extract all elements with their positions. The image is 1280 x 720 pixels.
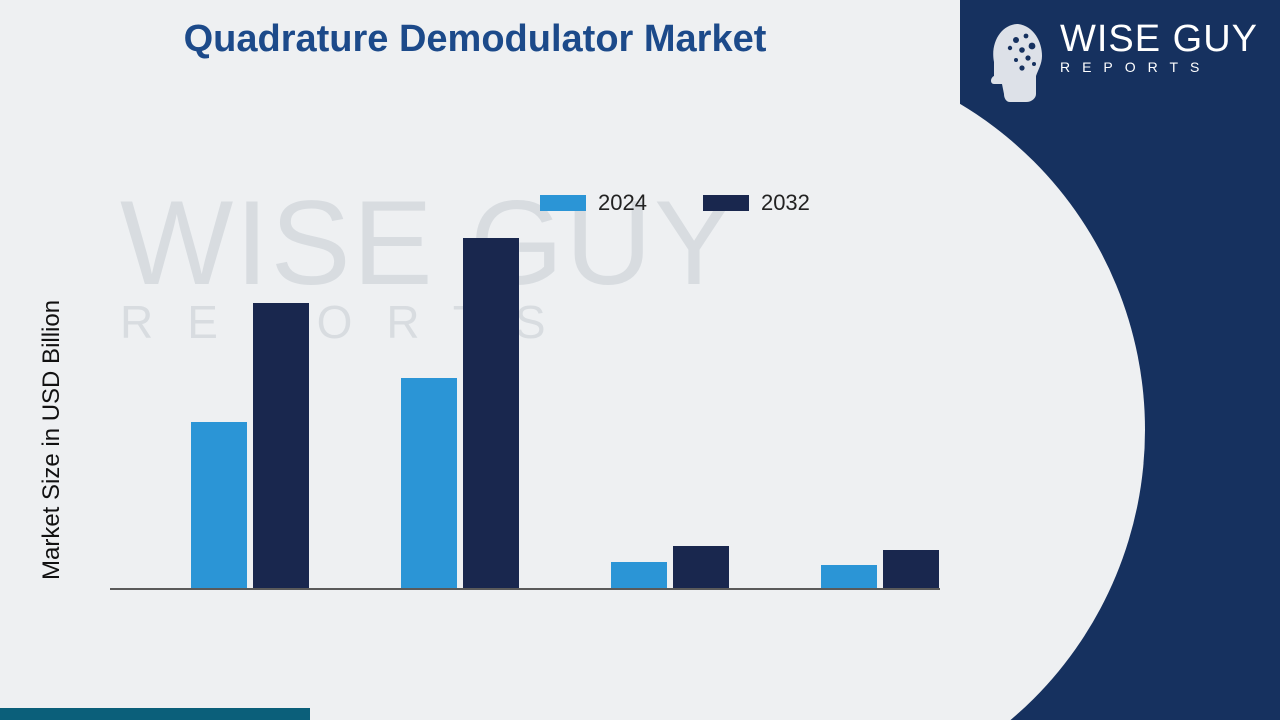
bar-s2024 [611, 562, 667, 588]
legend-item-2024: 2024 [540, 190, 647, 216]
legend-label-2024: 2024 [598, 190, 647, 216]
legend-swatch-2032 [703, 195, 749, 211]
legend-item-2032: 2032 [703, 190, 810, 216]
bar-s2024 [401, 378, 457, 588]
brand-logo: WISE GUY REPORTS [1060, 18, 1258, 75]
brand-logo-main: WISE GUY [1060, 18, 1258, 61]
legend-label-2032: 2032 [761, 190, 810, 216]
bar-s2032 [463, 238, 519, 588]
legend: 2024 2032 [540, 190, 810, 216]
brand-logo-sub: REPORTS [1060, 59, 1258, 75]
chart-canvas: WISE GUY REPORTS WISE GUY REPORTS Quadra… [0, 0, 1280, 720]
legend-swatch-2024 [540, 195, 586, 211]
bar-s2032 [673, 546, 729, 588]
bar-s2032 [883, 550, 939, 588]
chart-title: Quadrature Demodulator Market [0, 18, 950, 61]
logo-head-icon [976, 22, 1046, 104]
bar-s2032 [253, 303, 309, 588]
bottom-accent-strip [0, 708, 310, 720]
y-axis-label: Market Size in USD Billion [38, 300, 66, 580]
plot-area: 16.57Analog Quadrature DemodulatorsDigit… [110, 230, 940, 590]
bar-s2024 [191, 422, 247, 588]
bar-s2024 [821, 565, 877, 588]
